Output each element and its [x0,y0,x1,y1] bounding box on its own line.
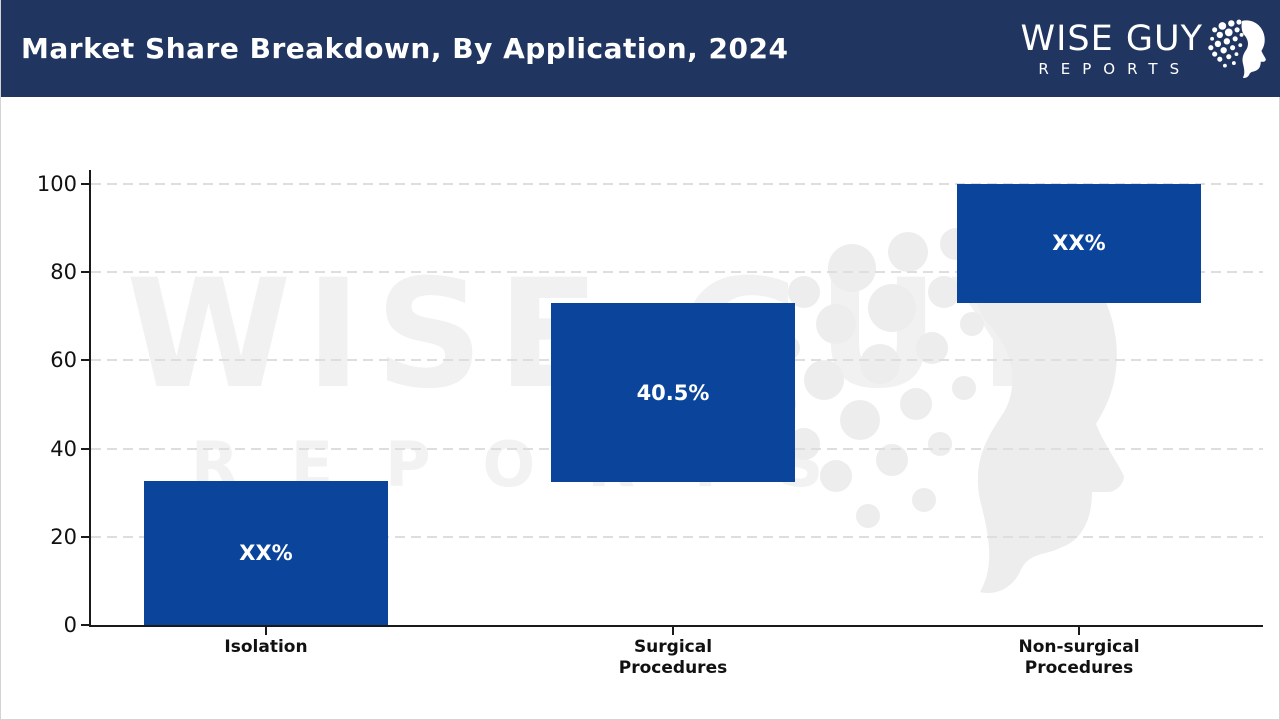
logo-face-icon [1208,19,1266,78]
gridline [91,271,1263,274]
y-axis-tick-label: 40 [50,436,77,461]
x-axis-tick-mark [1078,627,1080,635]
header-bar: Market Share Breakdown, By Application, … [1,0,1280,97]
x-axis-category-label: Surgical Procedures [618,637,728,678]
bar-value-label: 40.5% [636,380,710,405]
y-axis-tick-label: 80 [50,260,77,285]
logo-wiseguy-text: WISE GUY [1020,18,1203,59]
wise-guy-logo: WISE GUY REPORTS [1020,0,1271,97]
gridline [91,182,1263,185]
y-axis-tick-label: 20 [50,524,77,549]
bar-surgical-procedures: 40.5% [551,303,795,483]
x-axis-tick-mark [265,627,267,635]
y-axis-tick-mark [81,271,89,274]
x-axis-category-label: Isolation [224,637,308,657]
x-axis-tick-mark [672,627,674,635]
y-axis-tick-mark [81,447,89,450]
logo-text: WISE GUY REPORTS [1020,20,1203,78]
y-axis-tick-mark [81,624,89,626]
page-title: Market Share Breakdown, By Application, … [21,32,789,65]
bar-value-label: XX% [1052,231,1106,256]
y-axis-tick-label: 0 [63,613,77,637]
logo-reports-text: REPORTS [1038,59,1192,78]
y-axis-tick-mark [81,359,89,362]
bar-value-label: XX% [239,541,293,566]
plot-area: 0 20 40 60 80 100 XX% Isolation 40.5% Surgical Pro… [37,170,1263,678]
bar-non-surgical-procedures: XX% [957,183,1201,303]
y-axis-tick-mark [81,535,89,538]
y-axis-tick-mark [81,182,89,185]
y-axis-tick-label: 100 [36,171,77,196]
bar-isolation: XX% [144,481,388,625]
x-axis-category-label: Non-surgical Procedures [1018,637,1140,678]
gridline [91,535,1263,538]
y-axis-tick-label: 60 [50,348,77,373]
